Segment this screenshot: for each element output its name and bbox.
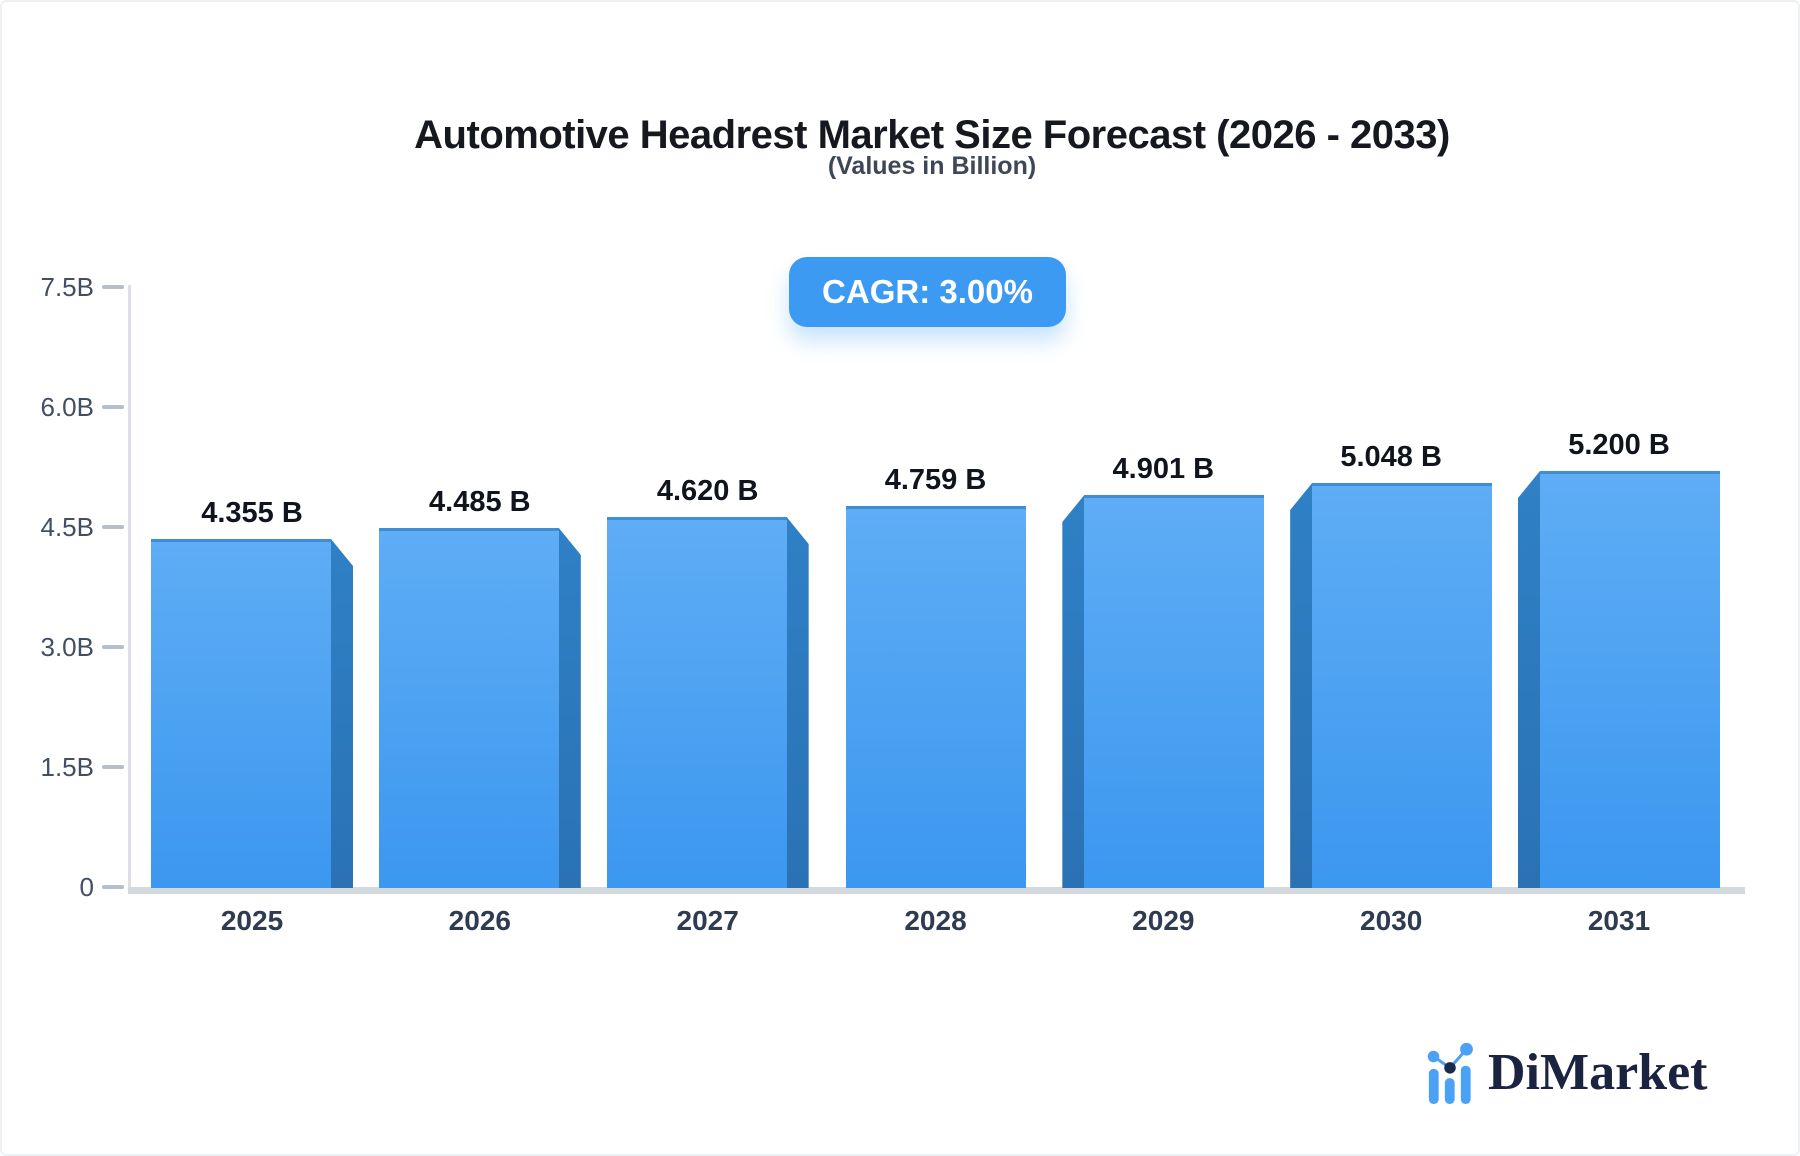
x-axis-label-2030: 2030 (1360, 905, 1423, 936)
y-tick-mark (102, 645, 124, 649)
y-tick-label: 6.0B (40, 392, 95, 422)
x-axis-label-2031: 2031 (1587, 905, 1651, 936)
bar-2030 (1312, 483, 1493, 888)
y-tick-mark (102, 885, 124, 889)
bar-2026 (378, 528, 559, 888)
y-axis-line (128, 285, 131, 887)
bar-2028 (845, 506, 1026, 888)
x-axis-label-2026: 2026 (448, 905, 511, 936)
x-axis-label-2025: 2025 (220, 905, 284, 936)
bar-side-face (331, 539, 353, 888)
bar-side-face (558, 528, 581, 888)
bar-side-face (786, 517, 809, 888)
bar-side-face (1518, 471, 1540, 888)
y-tick-mark (102, 765, 124, 769)
bar-value-label: 5.200 B (1568, 429, 1670, 461)
bar-value-label: 4.759 B (884, 464, 987, 496)
bar-value-label: 4.485 B (429, 486, 531, 518)
x-axis-baseline (128, 887, 1745, 894)
y-tick-label: 7.5B (40, 272, 95, 302)
bar-2029 (1084, 495, 1265, 888)
bar-side-face (1290, 483, 1313, 888)
y-tick-mark (102, 285, 124, 289)
bar-value-label: 5.048 B (1340, 441, 1442, 473)
bar-2027 (606, 517, 787, 888)
dimarket-logo: DiMarket (1426, 1040, 1707, 1106)
x-axis-label-2029: 2029 (1132, 905, 1195, 936)
y-tick-mark (102, 405, 124, 409)
y-tick-label: 4.5B (40, 512, 95, 542)
y-tick-label: 1.5B (40, 752, 95, 782)
bar-value-label: 4.620 B (656, 475, 759, 507)
x-axis-label-2027: 2027 (676, 905, 739, 936)
chart-subtitle: (Values in Billion) (827, 152, 1037, 180)
y-tick-mark (102, 525, 124, 529)
y-tick-label: 0 (79, 872, 94, 902)
dimarket-logo-text: DiMarket (1488, 1044, 1708, 1101)
bar-2031 (1540, 471, 1720, 888)
bar-side-face (1062, 495, 1085, 888)
chart-title: Automotive Headrest Market Size Forecast… (414, 113, 1450, 157)
bar-2025 (151, 539, 331, 888)
y-tick-label: 3.0B (40, 632, 95, 662)
dimarket-logo-icon (1427, 1042, 1473, 1104)
cagr-badge: CAGR: 3.00% (789, 257, 1066, 327)
x-axis-label-2028: 2028 (904, 905, 967, 936)
bar-value-label: 4.355 B (201, 497, 303, 529)
bar-value-label: 4.901 B (1112, 453, 1215, 485)
